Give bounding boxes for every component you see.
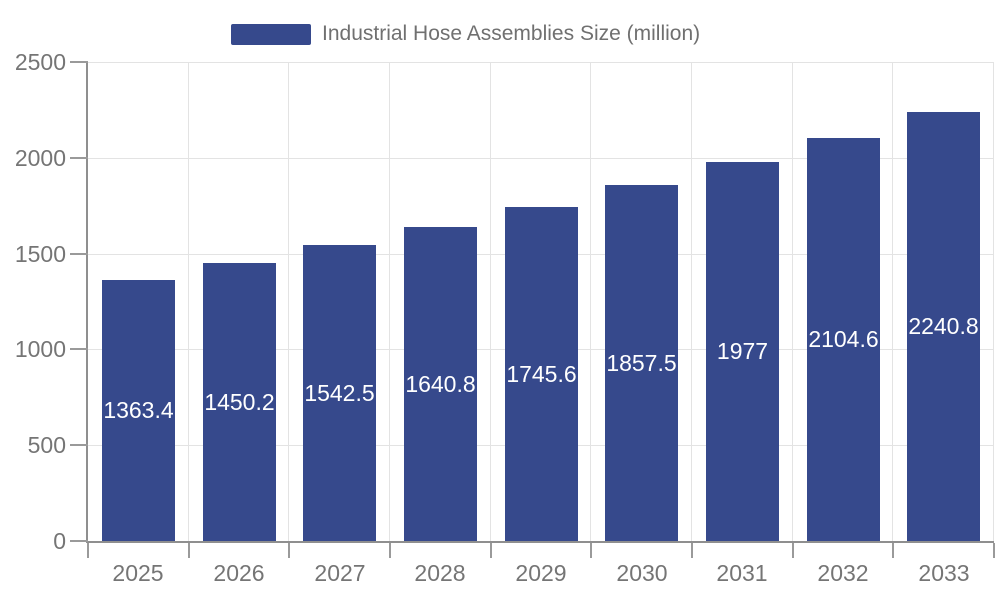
bar[interactable]: 1977 [706, 162, 779, 541]
x-axis-tick [288, 543, 290, 558]
gridline-horizontal [88, 158, 994, 159]
gridline-vertical [590, 62, 591, 541]
bar[interactable]: 2104.6 [807, 138, 880, 541]
gridline-vertical [792, 62, 793, 541]
x-axis-label: 2025 [112, 560, 164, 586]
bar[interactable]: 1542.5 [303, 245, 376, 541]
bar-value-label: 1450.2 [204, 388, 275, 415]
bar[interactable]: 1745.6 [505, 207, 578, 541]
x-axis-tick [389, 543, 391, 558]
y-axis-label: 2500 [14, 49, 66, 75]
x-axis-label: 2029 [515, 560, 567, 586]
x-axis-label: 2027 [314, 560, 366, 586]
bar-value-label: 1745.6 [506, 360, 577, 387]
x-axis-tick [892, 543, 894, 558]
gridline-vertical [288, 62, 289, 541]
bar[interactable]: 1857.5 [605, 185, 678, 541]
x-axis-tick [993, 543, 995, 558]
legend-swatch-icon [231, 23, 311, 45]
y-axis-label: 1500 [14, 241, 66, 267]
bar[interactable]: 1640.8 [404, 227, 477, 541]
bar[interactable]: 2240.8 [907, 112, 980, 541]
bar-value-label: 1857.5 [606, 349, 677, 376]
gridline-vertical [389, 62, 390, 541]
x-axis-label: 2031 [716, 560, 768, 586]
gridline-vertical [993, 62, 994, 541]
y-axis-tick [70, 540, 88, 542]
x-axis-tick [87, 543, 89, 558]
x-axis-tick [188, 543, 190, 558]
x-axis-tick [691, 543, 693, 558]
x-axis-label: 2026 [213, 560, 265, 586]
bar[interactable]: 1363.4 [102, 280, 175, 541]
legend-label: Industrial Hose Assemblies Size (million… [322, 22, 701, 45]
y-axis-label: 500 [27, 432, 66, 458]
bar-value-label: 1363.4 [103, 397, 174, 423]
gridline-horizontal [88, 62, 994, 63]
x-axis-label: 2030 [616, 560, 668, 586]
bar-value-label: 2240.8 [908, 313, 979, 339]
x-axis-line [86, 541, 994, 543]
gridline-vertical [691, 62, 692, 541]
y-axis-line [86, 62, 88, 543]
y-axis-tick [70, 348, 88, 350]
x-axis-label: 2033 [918, 560, 970, 586]
bar[interactable]: 1450.2 [203, 263, 276, 541]
plot-area: 1363.4 1450.2 1542.5 1640.8 1745.6 1857.5 1977… [88, 62, 994, 541]
y-axis-tick [70, 157, 88, 159]
bar-value-label: 2104.6 [808, 326, 879, 352]
x-axis-tick [490, 543, 492, 558]
bar-value-label: 1977 [716, 338, 769, 364]
gridline-vertical [188, 62, 189, 541]
y-axis-tick [70, 444, 88, 446]
bar-value-label: 1640.8 [405, 370, 476, 397]
gridline-vertical [490, 62, 491, 541]
y-axis-label: 2000 [14, 145, 66, 171]
bar-value-label: 1542.5 [304, 379, 375, 406]
x-axis-tick [792, 543, 794, 558]
x-axis-label: 2028 [414, 560, 466, 586]
legend-item[interactable]: Industrial Hose Assemblies Size (million… [231, 22, 700, 46]
x-axis-label: 2032 [817, 560, 869, 586]
y-axis-label: 1000 [14, 336, 66, 362]
gridline-vertical [892, 62, 893, 541]
y-axis-tick [70, 253, 88, 255]
x-axis-tick [590, 543, 592, 558]
y-axis-tick [70, 61, 88, 63]
y-axis-label: 0 [53, 528, 66, 554]
